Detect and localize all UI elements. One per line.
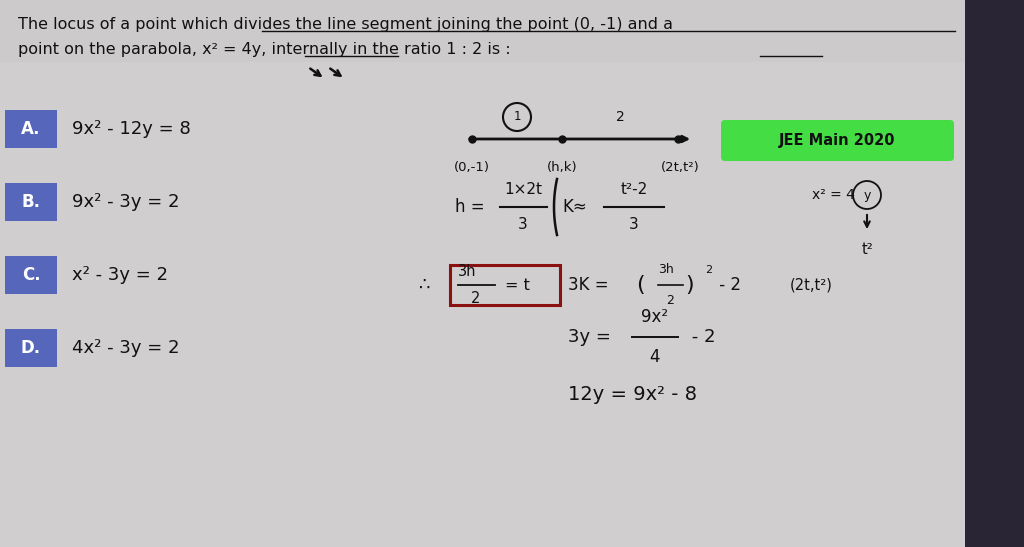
Text: D.: D. — [20, 339, 41, 357]
Text: - 2: - 2 — [714, 276, 741, 294]
Text: - 2: - 2 — [686, 328, 716, 346]
Text: 9x² - 12y = 8: 9x² - 12y = 8 — [72, 120, 190, 138]
Bar — [5, 256, 57, 294]
Bar — [5, 183, 57, 221]
Text: 1×2t: 1×2t — [504, 182, 542, 197]
Text: ∴: ∴ — [419, 276, 431, 294]
Text: B.: B. — [22, 193, 41, 211]
Text: 4: 4 — [650, 348, 660, 366]
Text: 4x² - 3y = 2: 4x² - 3y = 2 — [72, 339, 179, 357]
Text: (h,k): (h,k) — [547, 161, 578, 174]
Text: 1: 1 — [513, 110, 521, 124]
Bar — [450, 265, 560, 305]
Text: C.: C. — [22, 266, 40, 284]
Text: 3h: 3h — [458, 264, 476, 279]
Text: 3K =: 3K = — [568, 276, 613, 294]
Text: A.: A. — [22, 120, 41, 138]
Bar — [5, 329, 57, 367]
Text: 3y =: 3y = — [568, 328, 611, 346]
Bar — [5, 110, 57, 148]
Text: y: y — [863, 189, 870, 201]
Text: 2: 2 — [471, 291, 480, 306]
Text: h =: h = — [455, 198, 484, 216]
Text: (0,-1): (0,-1) — [454, 161, 490, 174]
Text: 9x² - 3y = 2: 9x² - 3y = 2 — [72, 193, 179, 211]
Bar — [0, 0, 965, 62]
Text: t²-2: t²-2 — [621, 182, 647, 197]
Text: (2t,t²): (2t,t²) — [790, 277, 833, 293]
Text: 2: 2 — [666, 294, 674, 307]
Text: ): ) — [686, 275, 694, 295]
Text: 3: 3 — [518, 217, 528, 232]
Bar — [965, 0, 1024, 547]
Text: 2: 2 — [615, 110, 625, 124]
Text: (: ( — [636, 275, 644, 295]
FancyBboxPatch shape — [721, 120, 954, 161]
Text: JEE Main 2020: JEE Main 2020 — [779, 133, 896, 148]
Text: x² = 4: x² = 4 — [812, 188, 855, 202]
Text: = t: = t — [505, 277, 529, 293]
Text: t²: t² — [861, 242, 872, 258]
Text: x² - 3y = 2: x² - 3y = 2 — [72, 266, 168, 284]
Text: 12y = 9x² - 8: 12y = 9x² - 8 — [568, 386, 697, 404]
Text: 9x²: 9x² — [641, 308, 669, 326]
Text: K≈: K≈ — [562, 198, 587, 216]
Text: (2t,t²): (2t,t²) — [660, 161, 699, 174]
Text: 3: 3 — [629, 217, 639, 232]
Text: 3h: 3h — [658, 263, 674, 276]
Text: point on the parabola, x² = 4y, internally in the ratio 1 : 2 is :: point on the parabola, x² = 4y, internal… — [18, 42, 511, 57]
Text: The locus of a point which divides the line segment joining the point (0, -1) an: The locus of a point which divides the l… — [18, 17, 673, 32]
Text: 2: 2 — [705, 265, 712, 275]
